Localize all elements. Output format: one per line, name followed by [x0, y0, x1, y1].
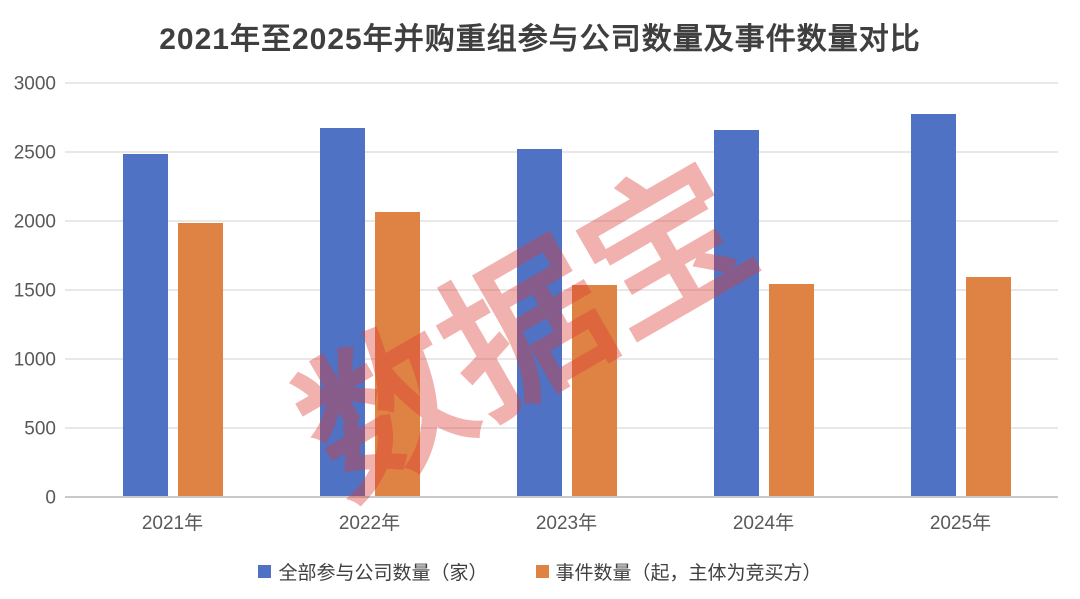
y-tick-label-2500: 2500: [13, 142, 56, 164]
bar-events-2021年: [177, 223, 223, 498]
y-axis: 0 500 1000 1500 2000 2500 3000: [0, 75, 56, 508]
bar-companies-2023年: [516, 148, 562, 498]
gridline-2000: [65, 220, 1058, 223]
legend-swatch-companies: [258, 565, 272, 578]
bar-events-2022年: [374, 212, 420, 498]
gridline-500: [65, 427, 1058, 430]
legend: 全部参与公司数量（家） 事件数量（起，主体为竞买方）: [0, 558, 1080, 585]
x-tick-label-2024年: 2024年: [732, 513, 795, 534]
bar-group-2021年: [74, 84, 271, 498]
x-axis-line: [65, 496, 1058, 498]
x-tick-label-2022年: 2022年: [338, 513, 401, 534]
bar-companies-2025年: [910, 114, 956, 498]
legend-item-companies: 全部参与公司数量（家）: [258, 558, 488, 585]
bar-group-2023年: [468, 84, 665, 498]
legend-item-events: 事件数量（起，主体为竞买方）: [535, 558, 822, 585]
y-tick-label-1500: 1500: [13, 280, 56, 302]
y-tick-label-0: 0: [45, 487, 56, 509]
plot-area: [65, 82, 1059, 498]
gridline-2500: [65, 151, 1058, 153]
chart-title: 2021年至2025年并购重组参与公司数量及事件数量对比: [159, 23, 921, 56]
x-axis: 2021年 2022年 2023年 2024年 2025年: [0, 508, 1080, 538]
y-tick-label-3000: 3000: [13, 73, 56, 95]
bar-companies-2024年: [713, 129, 759, 498]
y-tick-label-500: 500: [24, 418, 56, 440]
bar-events-2023年: [571, 285, 617, 498]
bar-companies-2022年: [319, 128, 365, 498]
x-tick-label-2021年: 2021年: [141, 513, 204, 534]
gridline-1500: [65, 289, 1058, 291]
y-tick-label-2000: 2000: [13, 211, 56, 233]
legend-label-companies: 全部参与公司数量（家）: [278, 563, 488, 584]
bar-group-2025年: [862, 84, 1059, 498]
x-tick-label-2025年: 2025年: [929, 513, 992, 534]
bar-events-2024年: [768, 284, 814, 498]
legend-swatch-events: [535, 565, 549, 578]
bar-events-2025年: [965, 277, 1011, 498]
bar-companies-2021年: [122, 154, 168, 498]
bar-group-2024年: [665, 84, 862, 498]
y-tick-label-1000: 1000: [13, 349, 56, 371]
bar-group-2022年: [271, 84, 468, 498]
gridline-1000: [65, 358, 1058, 361]
gridline-3000: [65, 82, 1058, 84]
x-tick-label-2023年: 2023年: [535, 513, 598, 534]
legend-label-events: 事件数量（起，主体为竞买方）: [555, 563, 822, 584]
